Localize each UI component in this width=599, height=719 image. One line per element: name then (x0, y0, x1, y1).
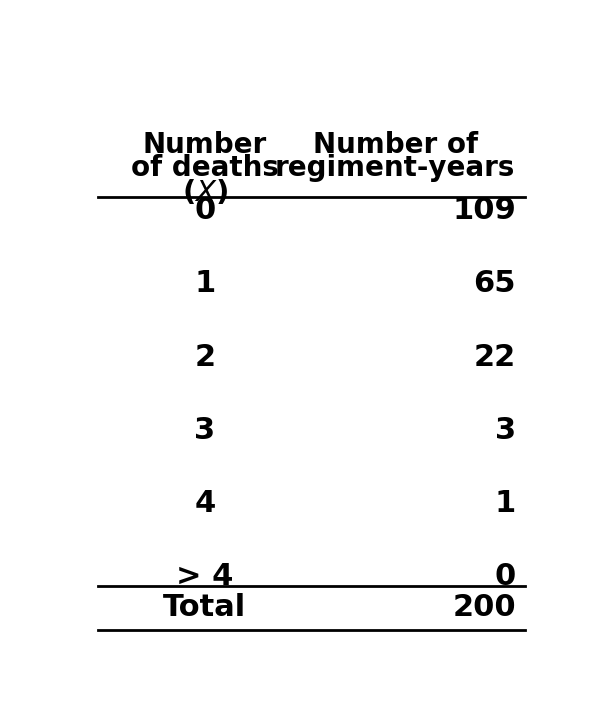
Text: Number of: Number of (313, 131, 478, 159)
Text: $\bf{(}$$\it{X}$$\bf{)}$: $\bf{(}$$\it{X}$$\bf{)}$ (181, 178, 228, 207)
Text: 200: 200 (452, 593, 516, 623)
Text: of deaths: of deaths (131, 155, 279, 183)
Text: Number: Number (143, 131, 267, 159)
Text: 4: 4 (194, 489, 216, 518)
Text: 1: 1 (495, 489, 516, 518)
Text: 1: 1 (194, 270, 216, 298)
Text: regiment-years: regiment-years (275, 155, 515, 183)
Text: 0: 0 (194, 196, 216, 225)
Text: 0: 0 (495, 562, 516, 591)
Text: 3: 3 (495, 416, 516, 444)
Text: > 4: > 4 (176, 562, 234, 591)
Text: 109: 109 (452, 196, 516, 225)
Text: 65: 65 (473, 270, 516, 298)
Text: Total: Total (164, 593, 246, 623)
Text: 22: 22 (474, 342, 516, 372)
Text: 2: 2 (194, 342, 216, 372)
Text: 3: 3 (194, 416, 216, 444)
